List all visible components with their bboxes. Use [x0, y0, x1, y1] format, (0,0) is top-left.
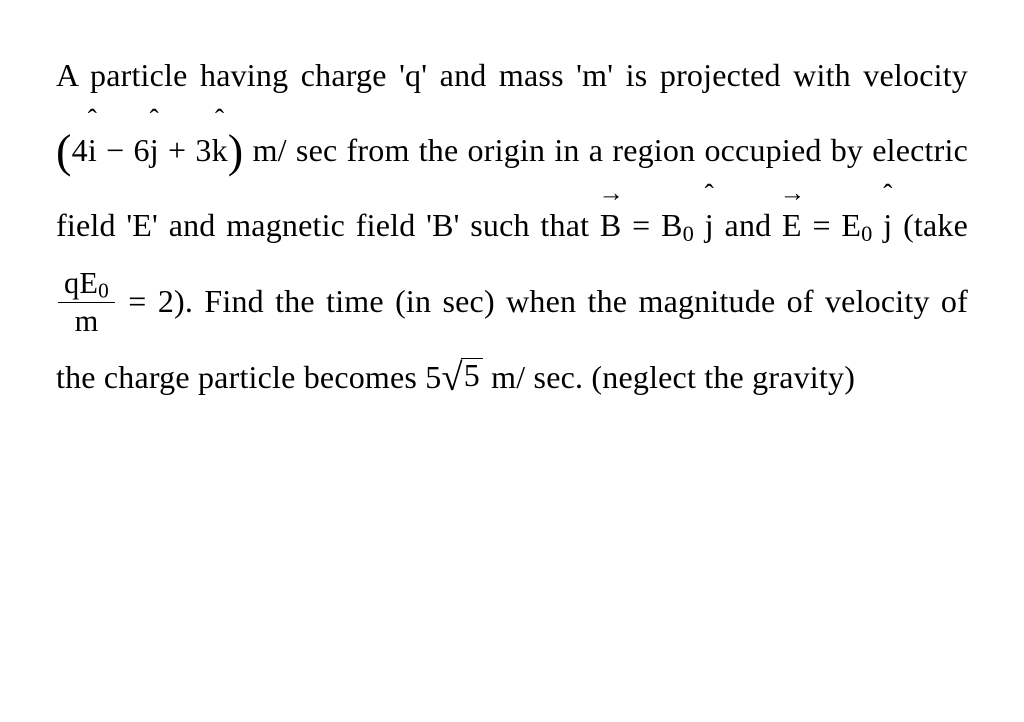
text-segment: and [714, 207, 782, 243]
coef: 6 [134, 132, 150, 168]
e-field-equation: →E = E0 ˆj [782, 207, 892, 243]
b-vector: →B [600, 209, 622, 241]
velocity-vector: (4ˆi − 6ˆj + 3ˆk) [56, 132, 243, 168]
text-segment: (take [892, 207, 968, 243]
i-hat: ˆi [88, 134, 97, 166]
op: + [159, 132, 196, 168]
sqrt-5: √5 [441, 360, 482, 393]
op: − [97, 132, 134, 168]
coef: 4 [72, 132, 88, 168]
text-segment: A particle having charge 'q' and mass 'm… [56, 57, 968, 93]
b-field-equation: →B = B0 ˆj [600, 207, 714, 243]
k-hat: ˆk [212, 134, 228, 166]
problem-statement: A particle having charge 'q' and mass 'm… [0, 0, 1024, 722]
j-hat: ˆj [150, 134, 159, 166]
j-hat: ˆj [883, 209, 892, 241]
coef: 3 [195, 132, 211, 168]
j-hat: ˆj [705, 209, 714, 241]
text-segment: m/ sec. (neglect the gravity) [483, 359, 855, 395]
e-vector: →E [782, 209, 802, 241]
qE0-over-m-fraction: qE0m [58, 267, 115, 338]
final-speed: 5√5 [425, 359, 483, 395]
